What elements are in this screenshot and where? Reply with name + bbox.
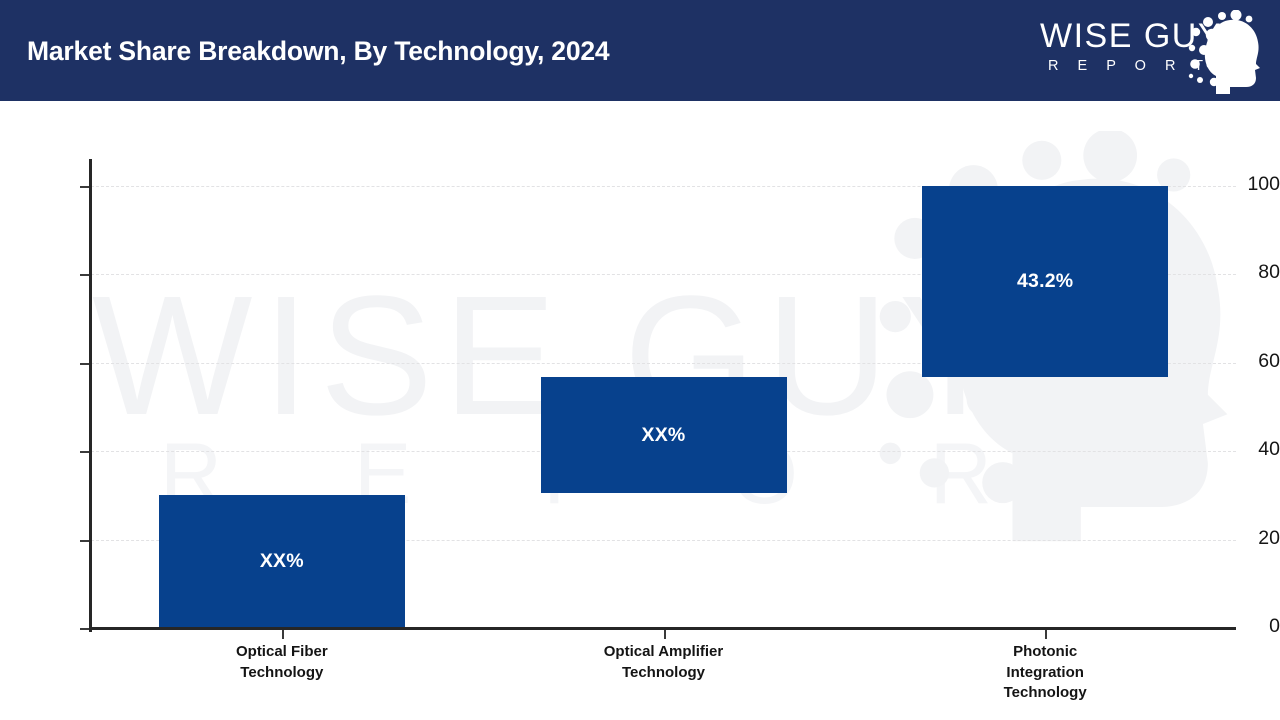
logo-sub-text: R E P O R T S (1048, 58, 1239, 74)
dotted-head-profile-icon (1188, 10, 1260, 95)
gridline (91, 362, 1236, 364)
gridline (91, 186, 1236, 187)
gridline (91, 539, 1236, 541)
y-tick-label: 20 (1258, 526, 1280, 549)
y-tick-mark (80, 186, 90, 188)
bar[interactable]: XX% (158, 495, 405, 628)
y-tick-label: 80 (1258, 261, 1280, 284)
brand-logo: WISE GUY R E P O R T S (1024, 6, 1274, 96)
x-tick-mark (1045, 630, 1048, 639)
bar-value-label: 43.2% (1017, 269, 1074, 292)
x-tick-label: Optical Amplifier Technology (603, 643, 724, 681)
x-tick-label: Photonic Integration Technology (1003, 643, 1087, 701)
gridline (91, 274, 1236, 276)
bar-value-label: XX% (259, 550, 304, 573)
x-axis-line (89, 627, 1236, 630)
y-tick-label: 100 (1247, 173, 1280, 195)
x-tick-mark (281, 630, 284, 639)
x-tick-label: Optical Fiber Technology (235, 643, 328, 681)
y-tick-mark (80, 451, 90, 454)
page-header: Market Share Breakdown, By Technology, 2… (0, 0, 1280, 101)
page-title: Market Share Breakdown, By Technology, 2… (27, 36, 610, 66)
y-tick-label: 60 (1258, 349, 1280, 372)
y-tick-label: 40 (1258, 438, 1280, 461)
x-tick-mark (663, 630, 666, 639)
y-tick-mark (80, 539, 90, 542)
bar[interactable]: 43.2% (922, 186, 1169, 377)
y-tick-mark (80, 362, 90, 365)
y-axis-line (89, 159, 92, 632)
y-tick-mark (80, 628, 90, 630)
y-tick-label: 0 (1269, 615, 1280, 637)
bar[interactable]: XX% (540, 376, 787, 494)
bar-value-label: XX% (641, 423, 686, 446)
y-tick-mark (80, 274, 90, 277)
